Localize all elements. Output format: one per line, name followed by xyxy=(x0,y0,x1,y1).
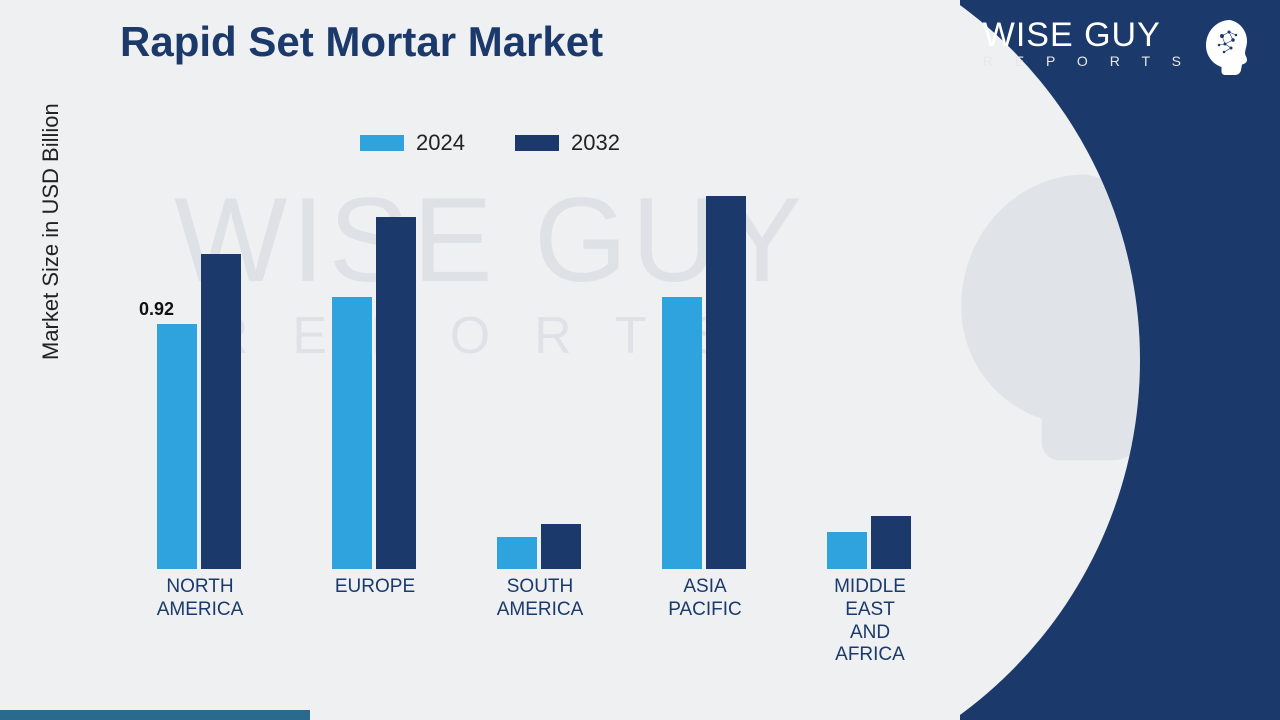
bar-2032 xyxy=(376,217,416,569)
bar-2024 xyxy=(157,324,197,569)
legend-label-2024: 2024 xyxy=(416,130,465,156)
legend-swatch-2032 xyxy=(515,135,559,151)
x-axis-label: EUROPE xyxy=(305,576,445,599)
bar-2024 xyxy=(662,297,702,569)
bar-2024 xyxy=(497,537,537,569)
bar-2032 xyxy=(706,196,746,569)
bottom-accent-bar xyxy=(0,710,310,720)
bar-2032 xyxy=(201,254,241,569)
x-axis-label: SOUTHAMERICA xyxy=(470,576,610,622)
watermark-head-icon xyxy=(930,160,1190,480)
legend-item-2032: 2032 xyxy=(515,130,620,156)
x-axis-label: ASIAPACIFIC xyxy=(635,576,775,622)
legend-item-2024: 2024 xyxy=(360,130,465,156)
brand-head-icon xyxy=(1198,18,1252,78)
chart-area: Market Size in USD Billion 2024 2032 0.9… xyxy=(50,130,930,700)
bar-value-label: 0.92 xyxy=(139,299,174,320)
bar-2032 xyxy=(541,524,581,569)
page: WISE GUY R E P O R T S xyxy=(0,0,1280,720)
plot-area: 0.92 xyxy=(110,170,910,570)
legend: 2024 2032 xyxy=(50,130,930,156)
bar-2024 xyxy=(827,532,867,569)
brand-logo: WISE GUY R E P O R T S xyxy=(983,18,1252,78)
bar-2032 xyxy=(871,516,911,569)
chart-title: Rapid Set Mortar Market xyxy=(120,18,603,66)
brand-sub: R E P O R T S xyxy=(983,54,1190,68)
x-axis-label: NORTHAMERICA xyxy=(130,576,270,622)
legend-label-2032: 2032 xyxy=(571,130,620,156)
x-axis-label: MIDDLEEASTANDAFRICA xyxy=(800,576,940,667)
brand-main: WISE GUY xyxy=(983,18,1190,52)
bar-2024 xyxy=(332,297,372,569)
legend-swatch-2024 xyxy=(360,135,404,151)
